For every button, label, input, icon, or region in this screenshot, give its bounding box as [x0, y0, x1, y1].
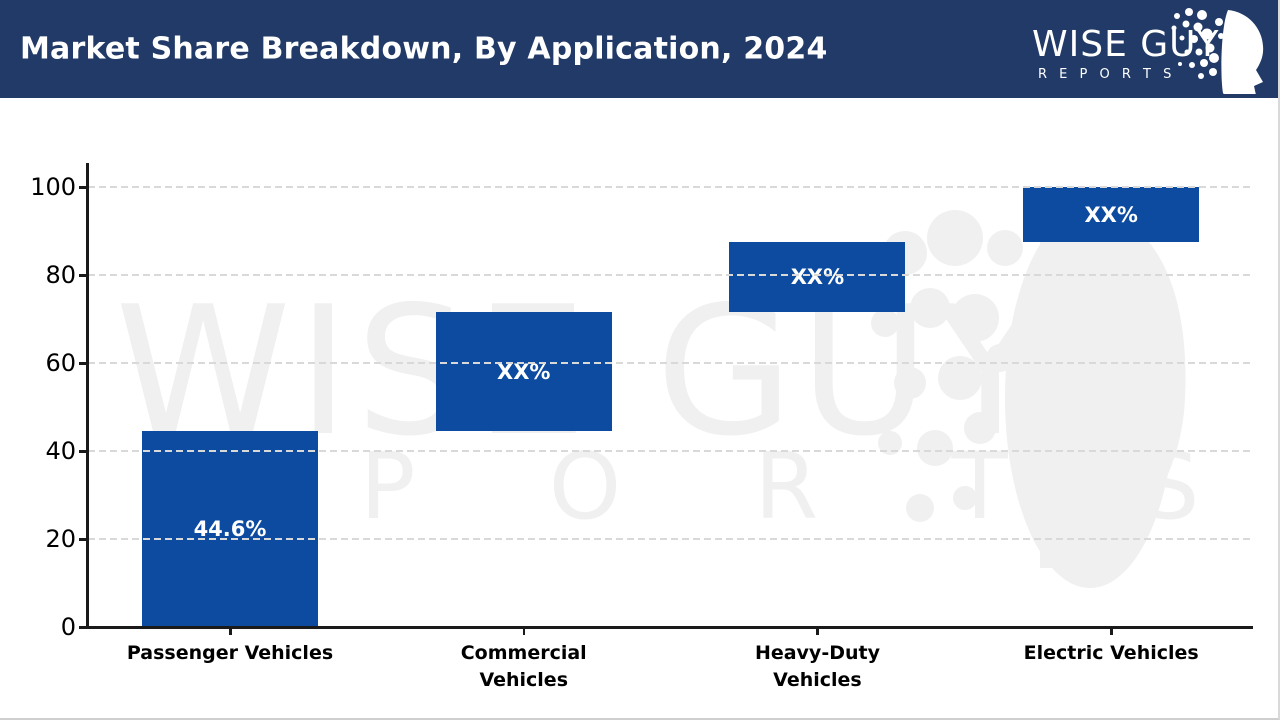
header: Market Share Breakdown, By Application, …: [0, 0, 1278, 98]
gridline-20: [88, 538, 1253, 540]
x-tick-label-2: Heavy-Duty Vehicles: [754, 642, 880, 691]
wise-guy-logo: WISE GUY R E P O R T S: [1032, 8, 1264, 94]
x-tickmark-2: [816, 628, 819, 635]
gridline-60: [88, 362, 1253, 364]
logo-face-icon: [1221, 10, 1264, 94]
y-tick-label-100: 100: [30, 173, 76, 201]
bar-passenger-vehicles: 44.6%: [142, 430, 318, 627]
gridline-80: [88, 274, 1253, 276]
x-tick-label-3: Electric Vehicles: [1023, 642, 1199, 664]
watermark-dots: [871, 208, 1186, 588]
x-tickmark-1: [522, 628, 526, 635]
y-tickmark-0: [79, 626, 86, 629]
y-tickmark-40: [79, 450, 86, 453]
bar-electric-vehicles: XX%: [1023, 187, 1200, 242]
x-tick-label-0: Passenger Vehicles: [126, 642, 334, 664]
bar-value-label: 44.6%: [193, 516, 267, 541]
gridline-100: [88, 186, 1253, 188]
y-tick-label-20: 20: [45, 525, 76, 553]
bar-commercial-vehicles: XX%: [435, 312, 612, 431]
y-tick-label-80: 80: [45, 261, 76, 289]
x-axis-spine: [86, 626, 1253, 629]
y-tickmark-80: [79, 274, 86, 277]
logo-dots: [1171, 8, 1224, 79]
bar-heavy-duty-vehicles: XX%: [729, 242, 906, 313]
y-tick-label-60: 60: [45, 349, 76, 377]
y-axis-spine: [86, 163, 89, 629]
y-tick-label-40: 40: [45, 437, 76, 465]
bar-value-label: XX%: [790, 265, 845, 290]
x-tickmark-0: [229, 628, 232, 635]
chart-area: WISE GUY P O R T S 44.6% XX% XX% XX% 0 20 40 60…: [0, 98, 1278, 718]
logo-wordmark: WISE GUY: [1032, 24, 1220, 65]
y-tickmark-20: [79, 538, 86, 541]
y-tickmark-100: [79, 186, 86, 189]
x-tickmark-3: [1110, 628, 1113, 635]
x-tick-label-1: Commercial Vehicles: [460, 642, 587, 691]
y-tickmark-60: [79, 362, 86, 365]
logo-subtext: R E P O R T S: [1038, 67, 1175, 82]
page-title: Market Share Breakdown, By Application, …: [20, 31, 828, 67]
gridline-40: [88, 450, 1253, 452]
y-tick-label-0: 0: [60, 613, 76, 641]
bar-value-label: XX%: [1084, 202, 1138, 227]
